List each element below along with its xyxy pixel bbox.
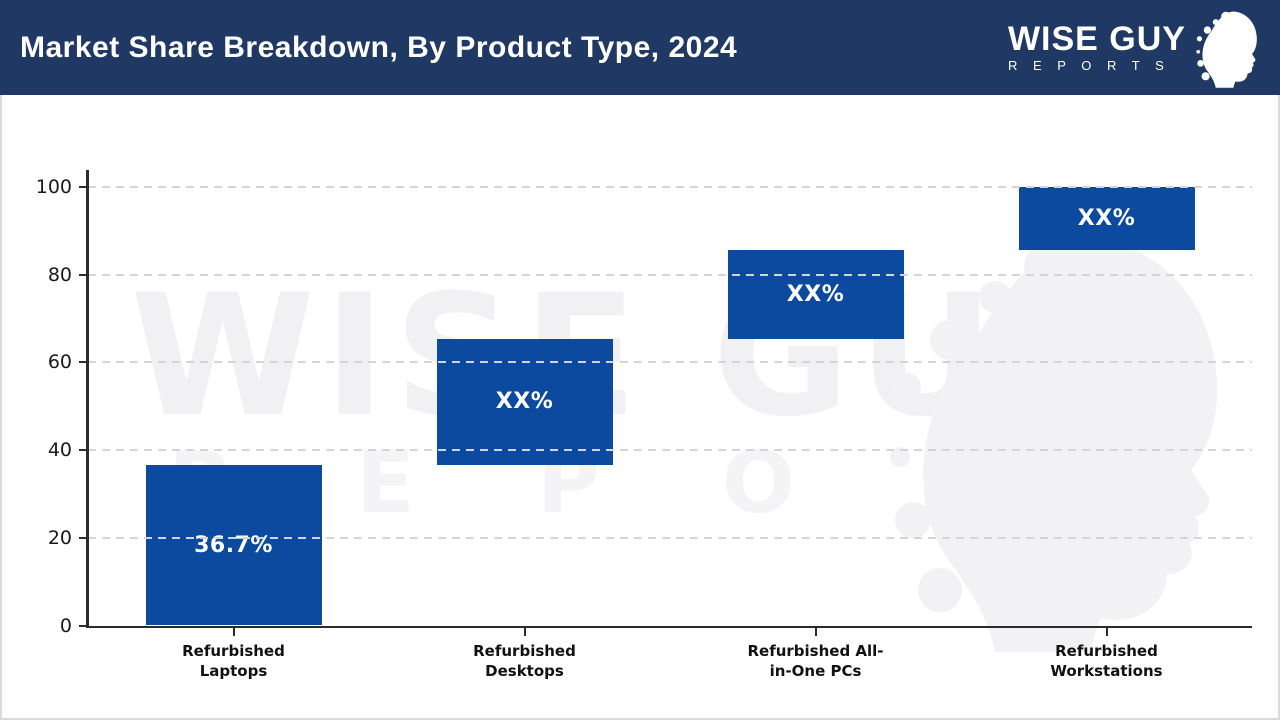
x-tick-mark-1 (232, 628, 235, 636)
bar-value-label: XX% (495, 389, 554, 415)
waterfall-bar-4: XX% (1018, 187, 1195, 251)
y-tick-mark-0 (79, 624, 88, 627)
category-label-line: Workstations (1050, 661, 1163, 680)
gridline-80 (88, 273, 1252, 276)
y-tick-mark-100 (79, 186, 88, 188)
x-tick-mark-4 (1105, 628, 1108, 636)
category-label-1: Refurbished Laptops (114, 641, 354, 681)
gridline-40 (88, 449, 1252, 452)
gridline-20 (88, 536, 1252, 539)
category-label-4: Refurbished Workstations (987, 641, 1227, 681)
bar-value-label: 36.7% (194, 532, 273, 558)
category-label-line: Refurbished (473, 641, 576, 660)
y-tick-label-80: 80 (47, 263, 72, 286)
brand-subtitle: R E P O R T S (1007, 57, 1170, 73)
y-tick-label-0: 0 (59, 614, 72, 637)
category-label-2: Refurbished Desktops (405, 641, 645, 681)
y-tick-label-100: 100 (35, 176, 72, 198)
y-tick-mark-20 (79, 536, 88, 539)
brand-logo-text: WISE GUY R E P O R T S (1008, 22, 1186, 74)
bar-value-label: XX% (1077, 206, 1136, 232)
category-label-line: Laptops (199, 661, 268, 680)
category-label-line: Refurbished (182, 641, 285, 660)
y-tick-label-40: 40 (47, 439, 72, 462)
brand-name: WISE GUY (1007, 19, 1186, 58)
brand-head-icon (1196, 11, 1257, 88)
category-label-line: in-One PCs (769, 661, 862, 680)
watermark-head-icon (890, 240, 1218, 652)
x-tick-mark-2 (523, 628, 526, 636)
category-label-line: Refurbished (1055, 641, 1158, 660)
y-tick-mark-40 (79, 449, 88, 452)
category-label-line: Desktops (485, 661, 564, 680)
bar-value-label: XX% (786, 282, 845, 308)
x-axis (86, 625, 1252, 628)
waterfall-bar-1: 36.7% (145, 464, 322, 626)
page-title: Market Share Breakdown, By Product Type,… (20, 30, 738, 64)
y-tick-label-60: 60 (47, 351, 72, 374)
waterfall-bar-3: XX% (727, 250, 904, 340)
waterfall-bar-2: XX% (436, 339, 613, 465)
y-tick-label-20: 20 (47, 526, 72, 549)
gridline-60 (88, 361, 1252, 364)
x-tick-mark-3 (814, 628, 817, 636)
brand-logo: WISE GUY R E P O R T S (1008, 7, 1262, 89)
y-axis (86, 170, 89, 628)
category-label-3: Refurbished All-in-One PCs (696, 641, 936, 681)
y-tick-mark-80 (79, 273, 88, 276)
category-label-line: Refurbished All- (747, 641, 884, 660)
y-tick-mark-60 (79, 361, 88, 364)
header-bar: Market Share Breakdown, By Product Type,… (0, 0, 1280, 95)
gridline-100 (88, 186, 1252, 188)
